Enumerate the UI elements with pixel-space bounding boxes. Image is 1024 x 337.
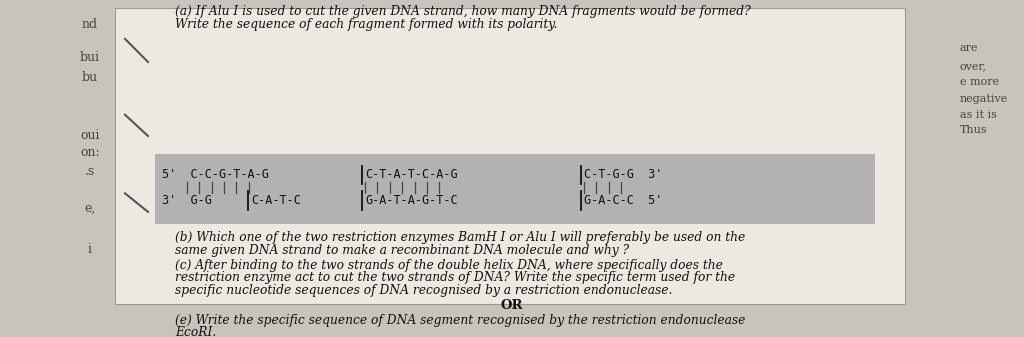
Text: bu: bu bbox=[82, 71, 98, 84]
Text: (e) Write the specific sequence of DNA segment recognised by the restriction end: (e) Write the specific sequence of DNA s… bbox=[175, 313, 745, 327]
Text: over,: over, bbox=[961, 62, 987, 71]
Text: are: are bbox=[961, 43, 979, 53]
Text: G-A-T-A-G-T-C: G-A-T-A-G-T-C bbox=[365, 194, 458, 207]
Text: specific nucleotide sequences of DNA recognised by a restriction endonuclease.: specific nucleotide sequences of DNA rec… bbox=[175, 284, 673, 297]
Text: 5'  C-C-G-T-A-G: 5' C-C-G-T-A-G bbox=[162, 168, 269, 181]
Text: negative: negative bbox=[961, 94, 1009, 104]
FancyBboxPatch shape bbox=[115, 8, 905, 304]
Text: on:: on: bbox=[80, 146, 99, 159]
Text: (c) After binding to the two strands of the double helix DNA, where specifically: (c) After binding to the two strands of … bbox=[175, 259, 723, 272]
Text: oui: oui bbox=[80, 129, 99, 143]
Text: restriction enzyme act to cut the two strands of DNA? Write the specific term us: restriction enzyme act to cut the two st… bbox=[175, 271, 735, 284]
Text: bui: bui bbox=[80, 51, 100, 64]
Text: nd: nd bbox=[82, 19, 98, 31]
Text: C-A-T-C: C-A-T-C bbox=[251, 194, 301, 207]
Text: OR: OR bbox=[501, 299, 523, 312]
Text: G-A-C-C  5': G-A-C-C 5' bbox=[584, 194, 663, 207]
Text: (a) If Alu I is used to cut the given DNA strand, how many DNA fragments would b: (a) If Alu I is used to cut the given DN… bbox=[175, 5, 751, 18]
Text: e,: e, bbox=[84, 202, 95, 215]
Text: Thus: Thus bbox=[961, 124, 987, 134]
Text: .s: .s bbox=[85, 165, 95, 178]
Text: Write the sequence of each fragment formed with its polarity.: Write the sequence of each fragment form… bbox=[175, 18, 557, 31]
Text: EcoRI.: EcoRI. bbox=[175, 327, 216, 337]
Text: C-T-A-T-C-A-G: C-T-A-T-C-A-G bbox=[365, 168, 458, 181]
FancyBboxPatch shape bbox=[155, 154, 874, 224]
Text: (b) Which one of the two restriction enzymes BamH I or Alu I will preferably be : (b) Which one of the two restriction enz… bbox=[175, 231, 745, 244]
Text: 3'  G-G: 3' G-G bbox=[162, 194, 212, 207]
Text: as it is: as it is bbox=[961, 110, 997, 120]
Text: e more: e more bbox=[961, 77, 999, 87]
Text: C-T-G-G  3': C-T-G-G 3' bbox=[584, 168, 663, 181]
Text: same given DNA strand to make a recombinant DNA molecule and why ?: same given DNA strand to make a recombin… bbox=[175, 244, 629, 257]
Text: i: i bbox=[88, 243, 92, 256]
